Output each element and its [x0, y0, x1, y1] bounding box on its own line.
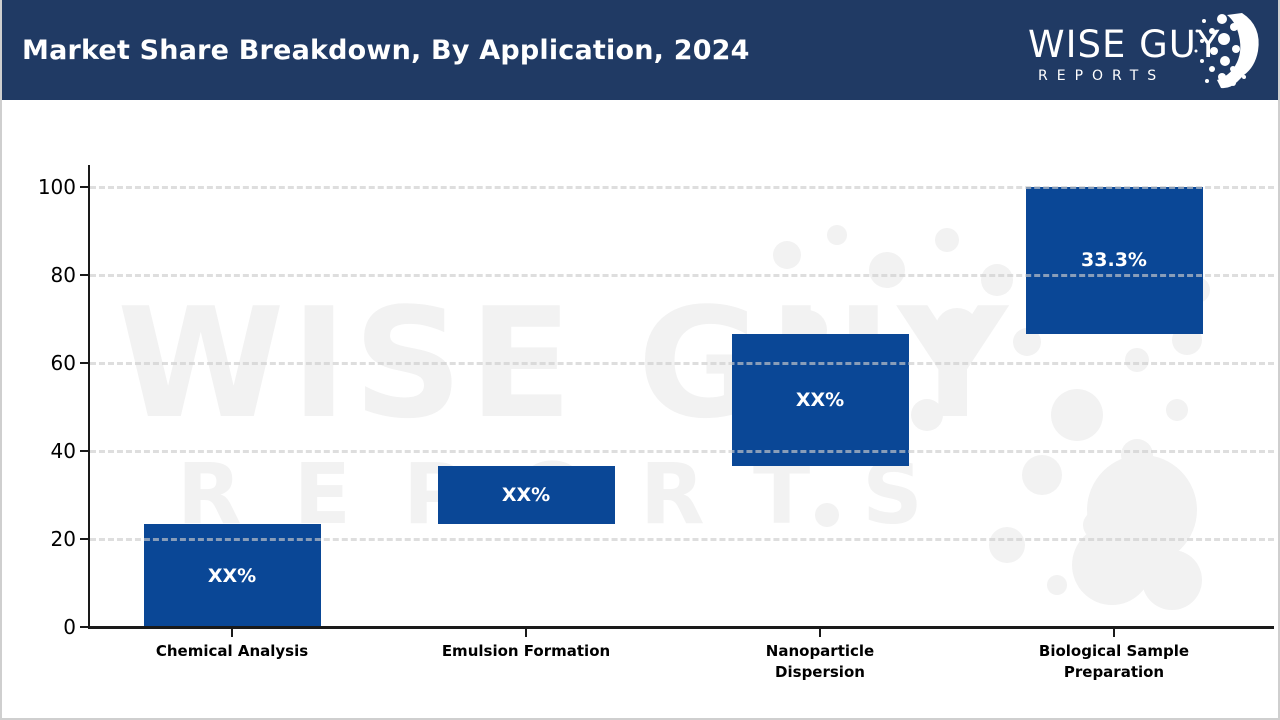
y-axis-tick-100	[80, 186, 88, 188]
y-axis-tick-40	[80, 450, 88, 452]
header: Market Share Breakdown, By Application, …	[2, 0, 1278, 100]
x-axis-category-label-4: Biological Sample Preparation	[1038, 642, 1190, 681]
x-axis-category-label-3: Nanoparticle Dispersion	[765, 642, 875, 681]
y-axis-label-0: 0	[63, 615, 76, 639]
x-axis-tick-3	[819, 629, 821, 637]
y-axis-tick-80	[80, 274, 88, 276]
y-axis-label-100: 100	[37, 175, 76, 199]
bar-3	[731, 333, 909, 466]
x-axis-spine	[88, 626, 1274, 629]
bar-value-label-1: XX%	[207, 564, 257, 587]
wise-guy-logo: WISE GUY REPORTS	[1028, 13, 1259, 89]
x-axis-category-label-2: Emulsion Formation	[441, 642, 611, 660]
bar-1	[143, 524, 321, 627]
bar-4	[1025, 187, 1203, 334]
logo-line1: WISE GUY	[1028, 23, 1220, 66]
y-axis-tick-0	[80, 626, 88, 628]
bar-2	[437, 465, 615, 525]
gridline-80	[90, 274, 1274, 277]
bar-value-label-2: XX%	[501, 484, 551, 506]
chart-title: Market Share Breakdown, By Application, …	[22, 34, 750, 66]
y-axis-label-20: 20	[50, 527, 76, 551]
face-dots-icon	[1194, 13, 1259, 89]
logo-line2: REPORTS	[1038, 68, 1165, 84]
x-axis-tick-1	[231, 629, 233, 637]
y-axis-label-80: 80	[50, 263, 76, 287]
y-axis-spine	[88, 165, 90, 629]
logo-text: WISE GUY REPORTS	[1028, 23, 1220, 84]
bar-value-label-4: 33.3%	[1081, 249, 1147, 272]
y-axis-tick-60	[80, 362, 88, 364]
x-axis-category-label-1: Chemical Analysis	[155, 642, 309, 660]
gridline-20	[90, 538, 1274, 541]
gridline-60	[90, 362, 1274, 365]
x-axis-tick-2	[525, 629, 527, 637]
gridline-40	[90, 450, 1274, 453]
gridline-100	[90, 186, 1274, 189]
x-axis-tick-4	[1113, 629, 1115, 637]
y-axis-label-60: 60	[50, 351, 76, 375]
y-axis-tick-20	[80, 538, 88, 540]
y-axis-label-40: 40	[50, 439, 76, 463]
bar-value-label-3: XX%	[795, 388, 845, 411]
